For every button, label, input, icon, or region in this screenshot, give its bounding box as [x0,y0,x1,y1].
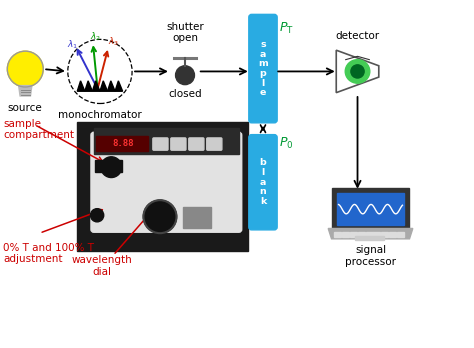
Text: monochromator: monochromator [58,110,142,120]
FancyBboxPatch shape [381,232,388,237]
Text: 0% T and 100% T
adjustment: 0% T and 100% T adjustment [3,243,94,264]
Text: $P_{\rm T}$: $P_{\rm T}$ [279,21,294,36]
FancyBboxPatch shape [358,232,365,237]
FancyBboxPatch shape [153,138,168,150]
Circle shape [351,65,364,78]
FancyBboxPatch shape [189,138,204,150]
FancyBboxPatch shape [91,132,242,232]
FancyBboxPatch shape [374,232,381,237]
FancyBboxPatch shape [249,135,277,230]
Text: shutter
open: shutter open [166,22,204,43]
Text: 8.88: 8.88 [112,139,133,148]
FancyBboxPatch shape [389,232,396,237]
Text: sample
compartment: sample compartment [3,119,74,140]
Polygon shape [108,81,115,91]
FancyBboxPatch shape [171,138,186,150]
Polygon shape [328,229,413,239]
Polygon shape [85,81,92,91]
Polygon shape [18,86,32,96]
Text: source: source [8,103,43,113]
FancyBboxPatch shape [334,232,341,237]
Polygon shape [92,81,100,91]
FancyBboxPatch shape [350,232,357,237]
Polygon shape [77,81,85,91]
FancyBboxPatch shape [355,236,384,240]
FancyBboxPatch shape [337,193,404,225]
Circle shape [175,66,194,85]
FancyBboxPatch shape [332,188,409,230]
FancyBboxPatch shape [96,136,148,151]
Text: wavelength
dial: wavelength dial [72,255,133,277]
Text: $\lambda_1$: $\lambda_1$ [67,39,78,52]
FancyBboxPatch shape [365,232,373,237]
Text: s
a
m
p
l
e: s a m p l e [258,40,268,97]
FancyBboxPatch shape [249,14,277,123]
FancyBboxPatch shape [342,232,349,237]
Text: b
l
a
n
k: b l a n k [260,158,266,206]
FancyBboxPatch shape [77,122,248,251]
Circle shape [7,51,43,87]
Text: $\lambda_2$: $\lambda_2$ [90,31,100,44]
FancyBboxPatch shape [95,160,122,172]
Circle shape [91,209,104,222]
FancyBboxPatch shape [94,128,239,154]
FancyBboxPatch shape [397,232,404,237]
Text: detector: detector [336,31,380,41]
FancyBboxPatch shape [182,207,210,228]
Text: closed: closed [168,89,202,99]
Text: $P_{\rm 0}$: $P_{\rm 0}$ [279,136,293,151]
Circle shape [101,157,122,177]
Polygon shape [100,81,108,91]
Circle shape [68,39,132,103]
Polygon shape [115,81,123,91]
Text: $\lambda_3$: $\lambda_3$ [109,35,119,48]
Text: signal
processor: signal processor [345,245,396,267]
FancyBboxPatch shape [207,138,222,150]
Ellipse shape [345,60,370,83]
Circle shape [144,200,176,233]
